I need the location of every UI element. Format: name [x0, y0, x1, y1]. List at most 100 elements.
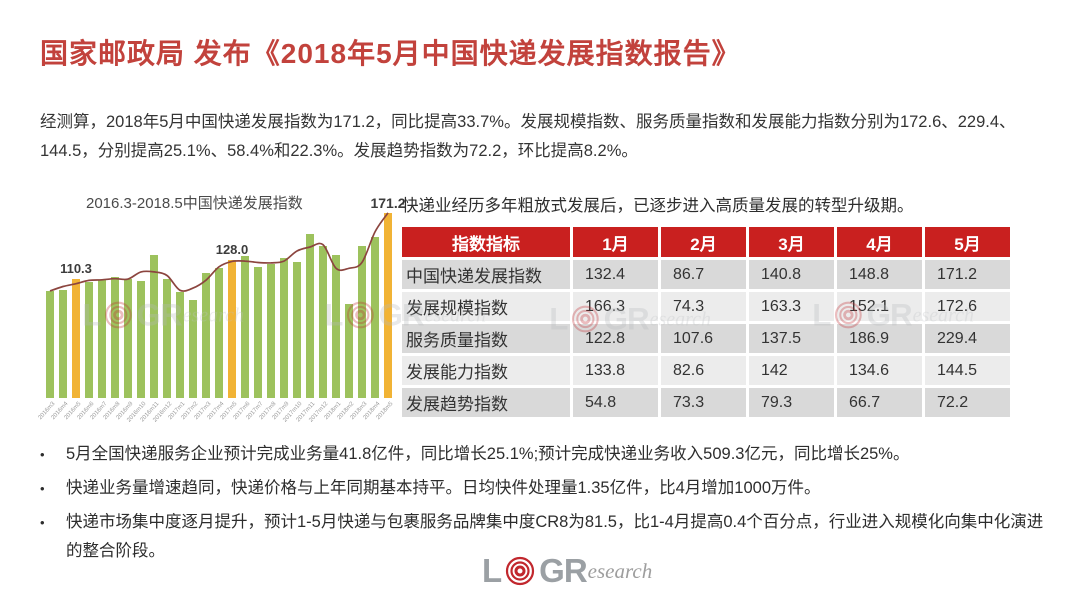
page-title: 国家邮政局 发布《2018年5月中国快递发展指数报告》 — [40, 38, 741, 69]
logo-letters-gr: GR — [378, 296, 425, 333]
bar — [163, 279, 171, 398]
bar-value-label: 128.0 — [215, 241, 249, 257]
logo-letter-l: L — [812, 296, 831, 333]
index-table: 指数指标 1月 2月 3月 4月 5月 中国快递发展指数 132.4 86.7 140.8 148… — [399, 224, 1013, 420]
table-header-cell: 5月 — [925, 227, 1010, 257]
table-body: 中国快递发展指数 132.4 86.7 140.8 148.8 171.2 发展规模指数 16… — [402, 260, 1010, 417]
value-cell: 148.8 — [837, 260, 922, 289]
bar — [241, 256, 249, 398]
target-rings-icon — [105, 301, 132, 329]
bullet-marker: • — [40, 481, 45, 496]
bullet-marker: • — [40, 447, 45, 462]
value-cell: 134.6 — [837, 356, 922, 385]
logo-letter-l: L — [482, 552, 502, 589]
value-cell: 72.2 — [925, 388, 1010, 417]
value-cell: 172.6 — [925, 292, 1010, 321]
value-cell: 142 — [749, 356, 834, 385]
table-header-row: 指数指标 1月 2月 3月 4月 5月 — [402, 227, 1010, 257]
watermark-logo: L GR esearch — [324, 297, 486, 333]
logo-letter-l: L — [549, 300, 568, 337]
row-label-cell: 发展规模指数 — [402, 292, 570, 321]
table-row: 中国快递发展指数 132.4 86.7 140.8 148.8 171.2 — [402, 260, 1010, 289]
bar — [254, 267, 262, 398]
row-label-cell: 发展能力指数 — [402, 356, 570, 385]
bar — [189, 299, 197, 398]
bar — [150, 255, 158, 398]
value-cell: 144.5 — [925, 356, 1010, 385]
target-rings-icon — [572, 305, 599, 333]
table-row: 服务质量指数 122.8 107.6 137.5 186.9 229.4 — [402, 324, 1010, 353]
logo-text-esearch: esearch — [424, 303, 486, 326]
bar — [345, 304, 353, 398]
bullet-list: • 5月全国快递服务企业预计完成业务量41.8亿件，同比增长25.1%;预计完成快… — [40, 440, 1054, 571]
value-cell: 54.8 — [573, 388, 658, 417]
bullet-text: 5月全国快递服务企业预计完成业务量41.8亿件，同比增长25.1%;预计完成快递… — [66, 445, 910, 463]
bar — [228, 259, 236, 398]
row-label-cell: 发展趋势指数 — [402, 388, 570, 417]
bar — [46, 291, 54, 398]
value-cell: 229.4 — [925, 324, 1010, 353]
logo-letters-gr: GR — [603, 300, 650, 337]
value-cell: 86.7 — [661, 260, 746, 289]
value-cell: 140.8 — [749, 260, 834, 289]
bar — [306, 233, 314, 398]
target-rings-icon — [835, 301, 862, 329]
row-label-cell: 服务质量指数 — [402, 324, 570, 353]
value-cell: 122.8 — [573, 324, 658, 353]
value-cell: 132.4 — [573, 260, 658, 289]
bar — [202, 272, 210, 398]
logo-letter-l: L — [82, 296, 101, 333]
logo-letters-gr: GR — [866, 296, 913, 333]
target-rings-icon — [506, 556, 535, 586]
bar — [267, 263, 275, 398]
bar-value-label: 110.3 — [60, 260, 92, 276]
bar — [72, 278, 80, 398]
bullet-item: • 快递市场集中度逐月提升，预计1-5月快递与包裹服务品牌集中度CR8为81.5，… — [40, 508, 1054, 566]
bar — [176, 292, 184, 398]
logo-letter-l: L — [324, 296, 343, 333]
logo-letters-gr: GR — [539, 552, 587, 589]
bar — [319, 245, 327, 398]
value-cell: 74.3 — [661, 292, 746, 321]
value-cell: 133.8 — [573, 356, 658, 385]
value-cell: 186.9 — [837, 324, 922, 353]
bar — [98, 280, 106, 398]
logo-text-esearch: esearch — [649, 307, 711, 330]
chart-title: 2016.3-2018.5中国快递发展指数 — [86, 195, 303, 212]
watermark-logo: L GR esearch — [812, 297, 974, 333]
value-cell: 137.5 — [749, 324, 834, 353]
trend-line — [49, 212, 389, 292]
row-label-cell: 中国快递发展指数 — [402, 260, 570, 289]
bar — [293, 261, 301, 398]
value-cell: 73.3 — [661, 388, 746, 417]
value-cell: 163.3 — [749, 292, 834, 321]
table-header-cell: 1月 — [573, 227, 658, 257]
value-cell: 107.6 — [661, 324, 746, 353]
table-header-cell: 4月 — [837, 227, 922, 257]
bar — [332, 254, 340, 398]
bullet-marker: • — [40, 515, 45, 530]
table-header-cell: 指数指标 — [402, 227, 570, 257]
bar — [384, 212, 392, 398]
bar — [371, 237, 379, 398]
bar — [280, 257, 288, 398]
table-header-cell: 2月 — [661, 227, 746, 257]
target-rings-icon — [347, 301, 374, 329]
x-axis-labels: 2016m3 2016m4 2016m5 2016m6 2016m7 2016m8 2016… — [37, 400, 398, 430]
value-cell: 82.6 — [661, 356, 746, 385]
bar — [85, 282, 93, 398]
table-header-cell: 3月 — [749, 227, 834, 257]
logo-text-esearch: esearch — [587, 558, 653, 583]
table-note: 快递业经历多年粗放式发展后，已逐步进入高质量发展的转型升级期。 — [402, 197, 914, 215]
bullet-text: 快递业务量增速趋同，快递价格与上年同期基本持平。日均快件处理量1.35亿件，比4… — [66, 479, 821, 497]
bullet-text: 快递市场集中度逐月提升，预计1-5月快递与包裹服务品牌集中度CR8为81.5，比… — [66, 513, 1044, 560]
logr-research-logo: L GR esearch — [482, 552, 652, 590]
logo-letters-gr: GR — [136, 296, 183, 333]
value-cell: 171.2 — [925, 260, 1010, 289]
bar — [215, 268, 223, 398]
bullet-item: • 快递业务量增速趋同，快递价格与上年同期基本持平。日均快件处理量1.35亿件，比… — [40, 474, 1054, 503]
bar — [137, 281, 145, 398]
bullet-item: • 5月全国快递服务企业预计完成业务量41.8亿件，同比增长25.1%;预计完成快… — [40, 440, 1054, 469]
logo-text-esearch: esearch — [912, 303, 974, 326]
bar — [124, 279, 132, 398]
